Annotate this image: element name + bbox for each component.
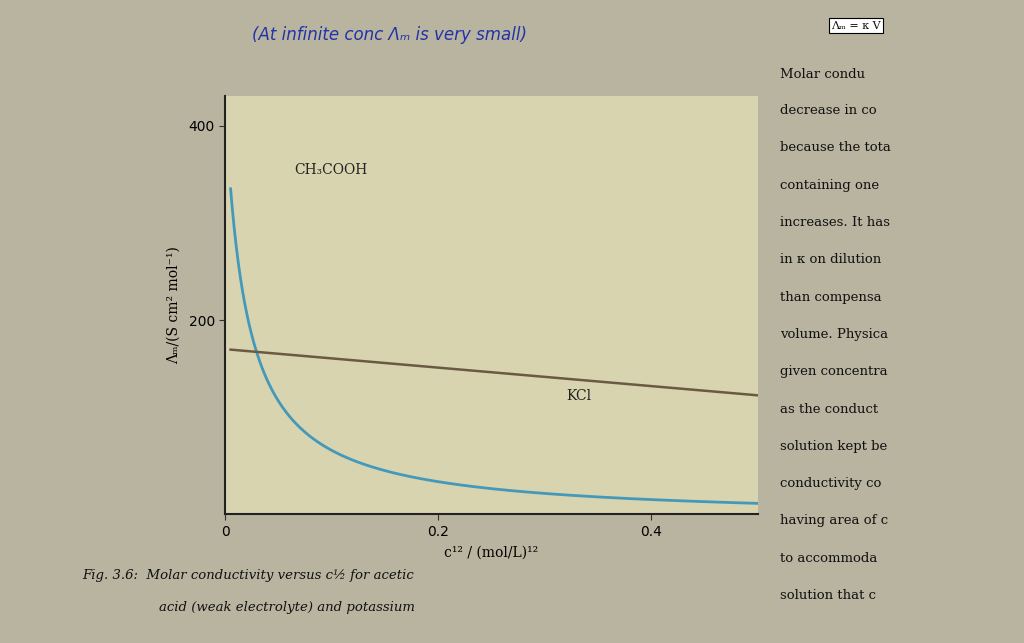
Text: Fig. 3.6:  Molar conductivity versus c½ for acetic: Fig. 3.6: Molar conductivity versus c½ f… bbox=[82, 569, 414, 582]
Text: containing one: containing one bbox=[780, 179, 880, 192]
Text: than compensa: than compensa bbox=[780, 291, 882, 303]
Text: having area of c: having area of c bbox=[780, 514, 889, 527]
Text: KCl: KCl bbox=[566, 389, 591, 403]
Text: Molar condu: Molar condu bbox=[780, 68, 865, 80]
Text: increases. It has: increases. It has bbox=[780, 216, 890, 229]
Text: decrease in co: decrease in co bbox=[780, 104, 877, 117]
Text: acid (weak electrolyte) and potassium: acid (weak electrolyte) and potassium bbox=[159, 601, 415, 614]
Text: because the tota: because the tota bbox=[780, 141, 891, 154]
Text: solution that c: solution that c bbox=[780, 589, 877, 602]
Text: conductivity co: conductivity co bbox=[780, 477, 882, 490]
Text: solution kept be: solution kept be bbox=[780, 440, 888, 453]
Text: given concentra: given concentra bbox=[780, 365, 888, 378]
Y-axis label: Λₘ/(S cm² mol⁻¹): Λₘ/(S cm² mol⁻¹) bbox=[166, 246, 180, 365]
Text: Λₘ = κ V: Λₘ = κ V bbox=[831, 21, 881, 31]
X-axis label: c¹² / (mol/L)¹²: c¹² / (mol/L)¹² bbox=[444, 546, 539, 560]
Text: in κ on dilution: in κ on dilution bbox=[780, 253, 882, 266]
Text: CH₃COOH: CH₃COOH bbox=[295, 163, 368, 177]
Text: to accommoda: to accommoda bbox=[780, 552, 878, 565]
Text: volume. Physica: volume. Physica bbox=[780, 328, 889, 341]
Text: as the conduct: as the conduct bbox=[780, 403, 879, 415]
Text: (At infinite conc Λₘ is very small): (At infinite conc Λₘ is very small) bbox=[252, 26, 526, 44]
